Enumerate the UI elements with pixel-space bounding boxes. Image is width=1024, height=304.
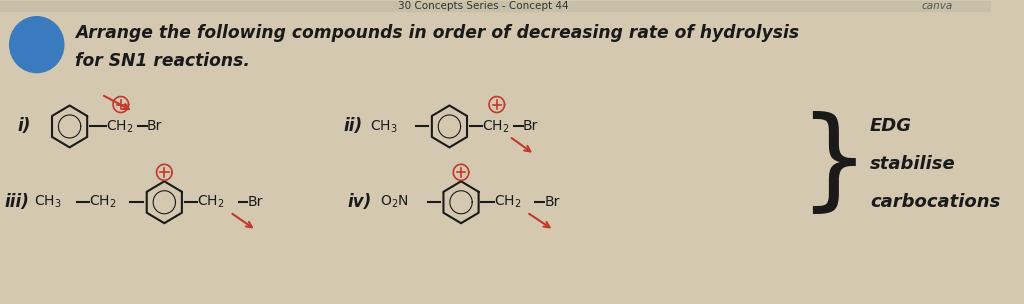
Text: $\mathregular{CH_2}$: $\mathregular{CH_2}$ <box>198 194 224 210</box>
Text: for SN1 reactions.: for SN1 reactions. <box>76 52 250 70</box>
Text: ii): ii) <box>343 117 362 136</box>
Text: $\mathregular{CH_2}$: $\mathregular{CH_2}$ <box>89 194 117 210</box>
Text: canva: canva <box>922 1 953 11</box>
Circle shape <box>9 17 63 73</box>
Text: $\mathregular{CH_3}$: $\mathregular{CH_3}$ <box>371 118 397 135</box>
Text: i): i) <box>17 117 31 136</box>
Text: $\mathregular{CH_2}$: $\mathregular{CH_2}$ <box>494 194 521 210</box>
Text: EDG: EDG <box>869 117 912 136</box>
Text: $\mathregular{CH_2}$: $\mathregular{CH_2}$ <box>482 118 510 135</box>
Text: $\mathregular{CH_2}$: $\mathregular{CH_2}$ <box>106 118 134 135</box>
Text: iv): iv) <box>348 193 372 211</box>
Text: Br: Br <box>146 119 162 133</box>
Text: }: } <box>798 111 868 218</box>
Text: $\mathregular{CH_3}$: $\mathregular{CH_3}$ <box>34 194 61 210</box>
Text: $\mathregular{O_2N}$: $\mathregular{O_2N}$ <box>380 194 409 210</box>
Text: stabilise: stabilise <box>869 155 955 173</box>
Text: Br: Br <box>544 195 559 209</box>
Text: Arrange the following compounds in order of decreasing rate of hydrolysis: Arrange the following compounds in order… <box>76 24 800 42</box>
Text: Br: Br <box>523 119 539 133</box>
Text: 30 Concepts Series - Concept 44: 30 Concepts Series - Concept 44 <box>398 1 568 11</box>
Text: iii): iii) <box>5 193 30 211</box>
Text: carbocations: carbocations <box>869 193 1000 211</box>
Text: Br: Br <box>248 195 263 209</box>
